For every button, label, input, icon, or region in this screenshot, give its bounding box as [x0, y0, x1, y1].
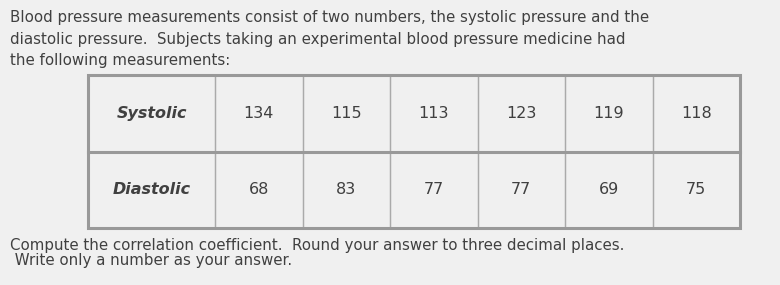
Bar	[303, 75, 390, 152]
Bar	[88, 75, 215, 152]
Text: Systolic: Systolic	[116, 106, 187, 121]
Bar	[477, 75, 565, 152]
Text: 113: 113	[419, 106, 449, 121]
Bar	[565, 152, 653, 228]
Bar	[653, 152, 740, 228]
Text: 69: 69	[599, 182, 619, 197]
Text: 134: 134	[243, 106, 274, 121]
Text: 75: 75	[686, 182, 707, 197]
Bar	[215, 75, 303, 152]
Text: 83: 83	[336, 182, 356, 197]
Text: Write only a number as your answer.: Write only a number as your answer.	[10, 253, 292, 268]
Text: 115: 115	[331, 106, 362, 121]
Bar	[477, 152, 565, 228]
Bar	[390, 152, 477, 228]
Text: 123: 123	[506, 106, 537, 121]
Text: Compute the correlation coefficient.  Round your answer to three decimal places.: Compute the correlation coefficient. Rou…	[10, 238, 624, 253]
Bar	[88, 75, 740, 228]
Text: 118: 118	[681, 106, 711, 121]
Bar	[565, 75, 653, 152]
Text: Blood pressure measurements consist of two numbers, the systolic pressure and th: Blood pressure measurements consist of t…	[10, 10, 649, 68]
Bar	[215, 152, 303, 228]
Text: 77: 77	[511, 182, 531, 197]
Bar	[390, 75, 477, 152]
Text: 119: 119	[594, 106, 624, 121]
Text: Diastolic: Diastolic	[112, 182, 190, 197]
Bar	[653, 75, 740, 152]
Text: 77: 77	[424, 182, 444, 197]
Text: 68: 68	[249, 182, 269, 197]
Bar	[303, 152, 390, 228]
Bar	[88, 152, 215, 228]
